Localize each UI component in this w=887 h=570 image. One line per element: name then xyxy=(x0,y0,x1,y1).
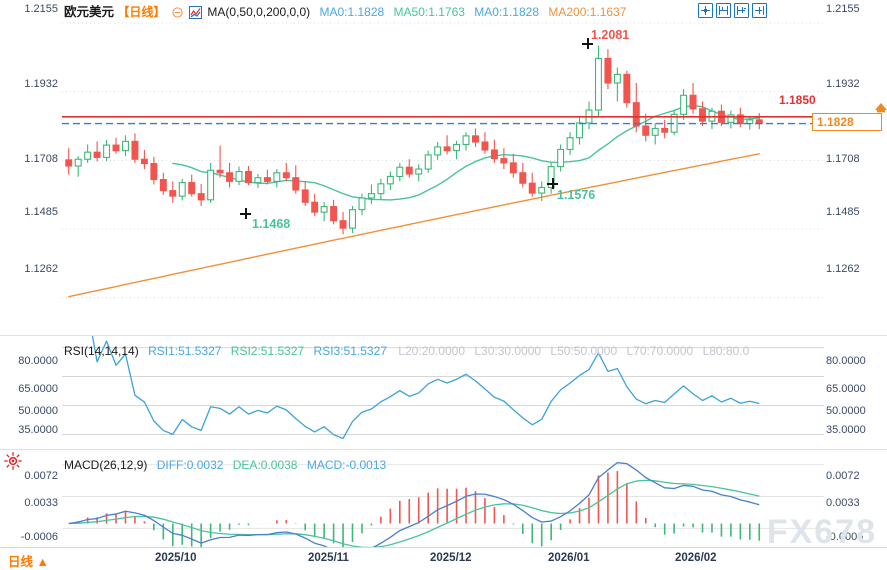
pullback-low-marker xyxy=(547,178,558,189)
rsi-panel-header: RSI(14,14,14) RSI1:51.5327 RSI2:51.5327 … xyxy=(64,344,749,358)
rsi-level-30: L30:30.0000 xyxy=(474,344,542,358)
date-tick-2: 2025/12 xyxy=(430,552,472,564)
rsi-settings-label: RSI(14,14,14) xyxy=(64,344,139,358)
price-tick-r1: 1.1932 xyxy=(826,78,860,90)
macd-tick-r2: -0.0006 xyxy=(826,531,864,543)
ma0b-value: MA0:1.1828 xyxy=(474,5,539,19)
swing-low-marker xyxy=(240,208,251,219)
price-tick-r2: 1.1708 xyxy=(826,153,860,165)
rsi-tick-0: 80.0000 xyxy=(18,355,58,367)
rsi1-value: RSI1:51.5327 xyxy=(148,344,222,358)
period-label: 【日线】 xyxy=(117,5,166,19)
drawing-tool-icon[interactable] xyxy=(734,3,749,18)
period-badge[interactable]: 日线 ▲ xyxy=(8,555,49,569)
price-tick-r0: 1.2155 xyxy=(826,3,860,15)
pullback-low-label: 1.1576 xyxy=(557,188,596,202)
price-tick-r3: 1.1485 xyxy=(826,206,860,218)
date-tick-3: 2026/01 xyxy=(548,552,590,564)
crosshair-tool-icon[interactable] xyxy=(698,3,713,18)
price-tick-0: 1.2155 xyxy=(24,3,58,15)
macd-panel-header: MACD(26,12,9) DIFF:0.0032 DEA:0.0038 MAC… xyxy=(64,458,386,472)
measure-tool-icon[interactable] xyxy=(716,3,731,18)
indicator-icon[interactable] xyxy=(189,6,203,19)
macd-diff-value: DIFF:0.0032 xyxy=(156,458,224,472)
swing-high-marker xyxy=(582,38,593,49)
rsi-tick-3: 35.0000 xyxy=(18,424,58,436)
rsi-tick-2: 50.0000 xyxy=(18,405,58,417)
ma200-value: MA200:1.1637 xyxy=(548,5,627,19)
macd-macd-value: MACD:-0.0013 xyxy=(306,458,387,472)
symbol-label: 欧元美元 xyxy=(64,5,115,19)
rsi3-value: RSI3:51.5327 xyxy=(313,344,387,358)
price-tick-2: 1.1708 xyxy=(24,153,58,165)
date-tick-0: 2025/10 xyxy=(155,552,197,564)
macd-tick-0: 0.0072 xyxy=(24,470,58,482)
resistance-price-tag: 1.1850 xyxy=(775,92,820,108)
rsi-tick-r3: 35.0000 xyxy=(826,424,866,436)
rsi-tick-r2: 50.0000 xyxy=(826,405,866,417)
macd-panel[interactable] xyxy=(62,450,824,548)
ma50-value: MA50:1.1763 xyxy=(393,5,465,19)
date-axis: 日线 ▲ 2025/10 2025/11 2025/12 2026/01 202… xyxy=(0,547,887,570)
price-panel-header: 欧元美元 【日线】 MA(0,50,0,200,0,0) MA0:1.1828 … xyxy=(64,5,626,19)
macd-dea-value: DEA:0.0038 xyxy=(232,458,298,472)
rsi-panel[interactable] xyxy=(62,336,824,448)
chart-tools-group[interactable] xyxy=(698,3,767,18)
macd-settings-label: MACD(26,12,9) xyxy=(64,458,148,472)
price-tick-1: 1.1932 xyxy=(24,78,58,90)
macd-tick-r1: 0.0033 xyxy=(826,497,860,509)
minus-circle-icon[interactable] xyxy=(172,7,183,18)
rsi-tick-r1: 65.0000 xyxy=(826,383,866,395)
current-price-tag[interactable]: 1.1828 xyxy=(812,113,882,131)
ma-settings-label: MA(0,50,0,200,0,0) xyxy=(207,5,311,19)
swing-low-label: 1.1468 xyxy=(252,217,291,231)
rsi-level-20: L20:20.0000 xyxy=(398,344,465,358)
rsi2-value: RSI2:51.5327 xyxy=(230,344,305,358)
price-panel[interactable] xyxy=(62,0,824,332)
date-tick-4: 2026/02 xyxy=(675,552,717,564)
current-price-arrow-icon xyxy=(874,103,887,115)
rsi-level-50: L50:50.0000 xyxy=(550,344,618,358)
ma0-value: MA0:1.1828 xyxy=(319,5,385,19)
macd-tick-2: -0.0006 xyxy=(20,531,58,543)
price-tick-r4: 1.1262 xyxy=(826,263,860,275)
price-tick-4: 1.1262 xyxy=(24,263,58,275)
rsi-tick-r0: 80.0000 xyxy=(826,355,866,367)
price-tick-3: 1.1485 xyxy=(24,206,58,218)
macd-tick-r0: 0.0072 xyxy=(826,470,860,482)
rsi-level-70: L70:70.0000 xyxy=(626,344,694,358)
rsi-level-80: L80:80.0 xyxy=(702,344,750,358)
macd-tick-1: 0.0033 xyxy=(24,497,58,509)
alert-sun-icon[interactable] xyxy=(4,452,22,470)
rsi-panel-divider xyxy=(0,335,887,336)
macd-panel-divider xyxy=(0,449,887,450)
macd-chart-canvas[interactable] xyxy=(62,450,824,548)
swing-high-label: 1.2081 xyxy=(591,28,630,42)
date-tick-1: 2025/11 xyxy=(308,552,349,564)
rsi-tick-1: 65.0000 xyxy=(18,383,58,395)
rsi-chart-canvas[interactable] xyxy=(62,336,824,448)
watermark: FX678 xyxy=(766,513,877,551)
exit-tool-icon[interactable] xyxy=(752,3,767,18)
price-chart-canvas[interactable] xyxy=(62,0,824,332)
